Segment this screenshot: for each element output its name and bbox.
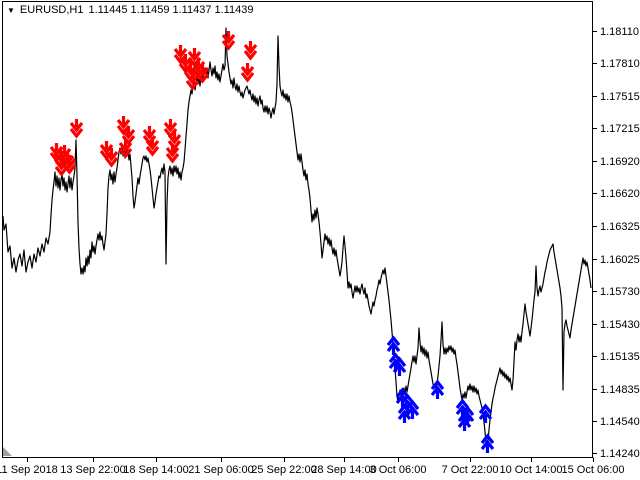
time-axis-label: 28 Sep 14:00 [311, 464, 376, 476]
sell-signal-arrow-icon [221, 31, 236, 51]
price-axis-label: 1.17810 [600, 58, 640, 70]
time-axis-label: 15 Oct 06:00 [562, 464, 625, 476]
time-axis-label: 13 Sep 22:00 [60, 464, 125, 476]
sell-signal-arrow-icon [62, 155, 77, 175]
sell-signal-arrow-icon [185, 71, 200, 91]
sell-signal-arrow-icon [104, 148, 119, 168]
buy-signal-arrow-icon [457, 411, 472, 431]
sell-signal-arrow-icon [240, 63, 255, 83]
buy-signal-arrow-icon [397, 403, 412, 423]
time-axis-label: 11 Sep 2018 [0, 464, 58, 476]
price-axis-label: 1.16620 [600, 188, 640, 200]
sell-signal-arrow-icon [118, 139, 133, 159]
price-axis-label: 1.17215 [600, 123, 640, 135]
buy-signal-arrow-icon [386, 335, 401, 355]
buy-signal-arrow-icon [430, 379, 445, 399]
time-axis-label: 10 Oct 14:00 [500, 464, 563, 476]
sell-signal-arrow-icon [165, 144, 180, 164]
buy-signal-arrow-icon [480, 433, 495, 453]
corner-resize-triangle [3, 447, 12, 456]
time-axis-label: 21 Sep 06:00 [188, 464, 253, 476]
symbol-title-bar[interactable]: ▼ EURUSD,H1 1.11445 1.11459 1.11437 1.11… [7, 4, 253, 16]
price-axis-label: 1.15135 [600, 351, 640, 363]
symbol-dropdown-icon[interactable]: ▼ [7, 5, 15, 15]
price-axis-label: 1.14540 [600, 416, 640, 428]
sell-signal-arrow-icon [167, 131, 182, 151]
sell-signal-arrow-icon [121, 126, 136, 146]
price-axis-label: 1.15730 [600, 286, 640, 298]
sell-signal-arrow-icon [145, 137, 160, 157]
price-axis-label: 1.16025 [600, 254, 640, 266]
price-axis-label: 1.14240 [600, 448, 640, 460]
price-axis-label: 1.17515 [600, 91, 640, 103]
quote-values: 1.11445 1.11459 1.11437 1.11439 [88, 4, 254, 16]
buy-signal-arrow-icon [478, 403, 493, 423]
price-axis-label: 1.14835 [600, 384, 640, 396]
price-axis-label: 1.16325 [600, 221, 640, 233]
time-axis-label: 3 Oct 06:00 [370, 464, 427, 476]
price-axis-label: 1.18110 [600, 26, 639, 38]
price-axis-label: 1.15430 [600, 319, 640, 331]
price-line [2, 27, 592, 452]
sell-signal-arrow-icon [243, 41, 258, 61]
time-axis-label: 18 Sep 14:00 [123, 464, 188, 476]
buy-signal-arrow-icon [392, 356, 407, 376]
time-axis-label: 25 Sep 22:00 [251, 464, 316, 476]
price-axis-label: 1.16920 [600, 156, 640, 168]
plot-border [2, 1, 593, 458]
symbol-period-label: EURUSD,H1 [19, 4, 84, 16]
time-axis-label: 7 Oct 22:00 [442, 464, 499, 476]
sell-signal-arrow-icon [195, 64, 210, 84]
sell-signal-arrow-icon [54, 157, 69, 177]
sell-signal-arrow-icon [69, 119, 84, 139]
